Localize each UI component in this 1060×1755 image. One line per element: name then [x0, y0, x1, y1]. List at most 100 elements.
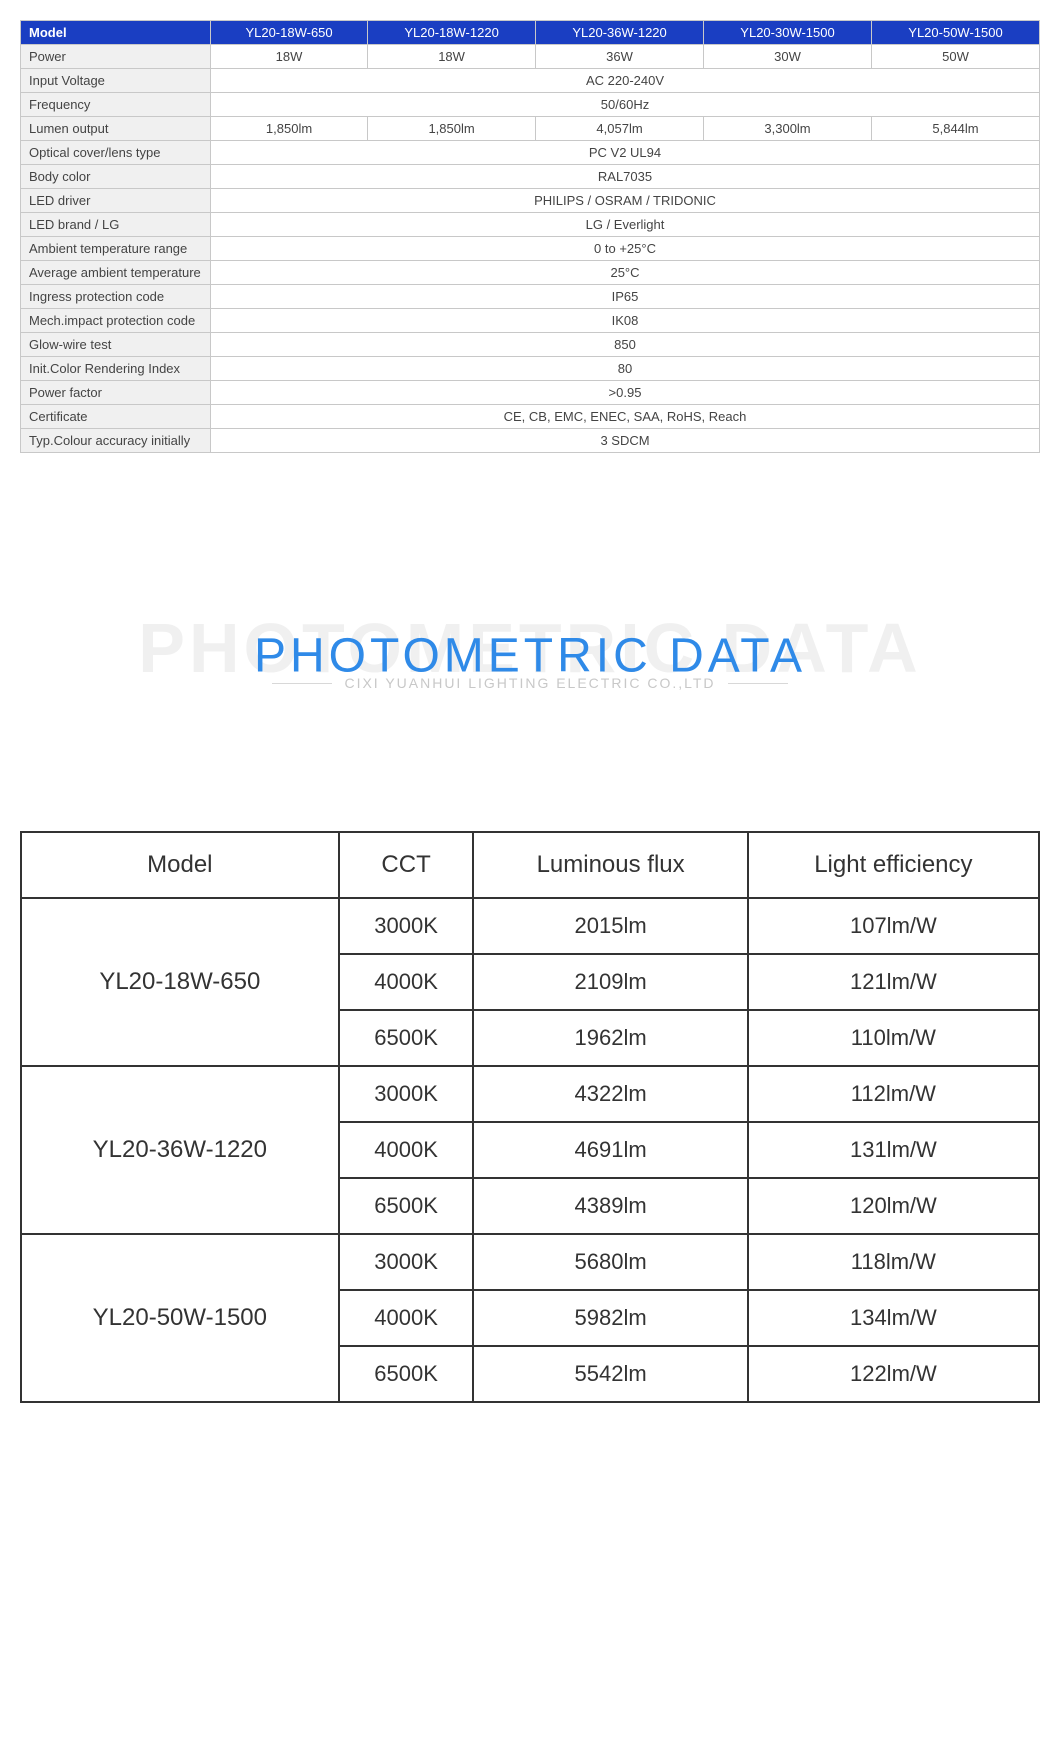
spec-header-model: YL20-18W-1220 [368, 21, 536, 45]
spec-row-value: 50W [872, 45, 1040, 69]
spec-row-value: IK08 [211, 309, 1040, 333]
spec-row-value: 0 to +25°C [211, 237, 1040, 261]
photo-flux-cell: 2015lm [473, 898, 747, 954]
spec-row: Body colorRAL7035 [21, 165, 1040, 189]
spec-row-value: PHILIPS / OSRAM / TRIDONIC [211, 189, 1040, 213]
photometric-table: Model CCT Luminous flux Light efficiency… [20, 831, 1040, 1403]
photo-flux-cell: 5680lm [473, 1234, 747, 1290]
spec-row: CertificateCE, CB, EMC, ENEC, SAA, RoHS,… [21, 405, 1040, 429]
spec-table: Model YL20-18W-650 YL20-18W-1220 YL20-36… [20, 20, 1040, 453]
spec-row: Optical cover/lens typePC V2 UL94 [21, 141, 1040, 165]
photo-row: YL20-50W-15003000K5680lm118lm/W [21, 1234, 1039, 1290]
spec-row-label: Body color [21, 165, 211, 189]
spec-row: Mech.impact protection codeIK08 [21, 309, 1040, 333]
spec-row-label: Mech.impact protection code [21, 309, 211, 333]
spec-row-label: Certificate [21, 405, 211, 429]
photo-eff-cell: 110lm/W [748, 1010, 1039, 1066]
spec-row-label: Glow-wire test [21, 333, 211, 357]
spec-row-value: 1,850lm [211, 117, 368, 141]
spec-row-label: Power [21, 45, 211, 69]
spec-row: Ambient temperature range0 to +25°C [21, 237, 1040, 261]
spec-row: Average ambient temperature25°C [21, 261, 1040, 285]
photo-eff-cell: 120lm/W [748, 1178, 1039, 1234]
spec-row-label: LED brand / LG [21, 213, 211, 237]
photo-cct-cell: 6500K [339, 1346, 474, 1402]
spec-row: Input VoltageAC 220-240V [21, 69, 1040, 93]
photo-flux-cell: 5542lm [473, 1346, 747, 1402]
spec-row-label: Power factor [21, 381, 211, 405]
spec-row-value: 4,057lm [536, 117, 704, 141]
spec-row-label: Ingress protection code [21, 285, 211, 309]
photo-eff-cell: 118lm/W [748, 1234, 1039, 1290]
photo-flux-cell: 2109lm [473, 954, 747, 1010]
photo-flux-cell: 5982lm [473, 1290, 747, 1346]
spec-row-label: Input Voltage [21, 69, 211, 93]
spec-row: Frequency50/60Hz [21, 93, 1040, 117]
photo-eff-cell: 122lm/W [748, 1346, 1039, 1402]
spec-row: LED driverPHILIPS / OSRAM / TRIDONIC [21, 189, 1040, 213]
spec-header-model: YL20-18W-650 [211, 21, 368, 45]
photo-model-cell: YL20-18W-650 [21, 898, 339, 1066]
photo-col-eff: Light efficiency [748, 832, 1039, 898]
spec-row: LED brand / LGLG / Everlight [21, 213, 1040, 237]
spec-row-label: LED driver [21, 189, 211, 213]
spec-row-value: LG / Everlight [211, 213, 1040, 237]
photo-header-row: Model CCT Luminous flux Light efficiency [21, 832, 1039, 898]
photo-cct-cell: 6500K [339, 1178, 474, 1234]
photo-model-cell: YL20-36W-1220 [21, 1066, 339, 1234]
photo-cct-cell: 4000K [339, 1122, 474, 1178]
spec-row-label: Typ.Colour accuracy initially [21, 429, 211, 453]
photo-eff-cell: 121lm/W [748, 954, 1039, 1010]
spec-header-model: YL20-30W-1500 [704, 21, 872, 45]
spec-row-label: Average ambient temperature [21, 261, 211, 285]
spec-header-model: YL20-36W-1220 [536, 21, 704, 45]
photo-flux-cell: 4691lm [473, 1122, 747, 1178]
photo-model-cell: YL20-50W-1500 [21, 1234, 339, 1402]
spec-row-value: 50/60Hz [211, 93, 1040, 117]
spec-row: Init.Color Rendering Index80 [21, 357, 1040, 381]
spec-row-value: 25°C [211, 261, 1040, 285]
photo-eff-cell: 134lm/W [748, 1290, 1039, 1346]
photo-cct-cell: 3000K [339, 1066, 474, 1122]
spec-row-label: Lumen output [21, 117, 211, 141]
photo-row: YL20-36W-12203000K4322lm112lm/W [21, 1066, 1039, 1122]
spec-row-value: RAL7035 [211, 165, 1040, 189]
spec-row: Ingress protection codeIP65 [21, 285, 1040, 309]
spec-row-value: 36W [536, 45, 704, 69]
photo-col-model: Model [21, 832, 339, 898]
photo-flux-cell: 1962lm [473, 1010, 747, 1066]
spec-row-value: 3 SDCM [211, 429, 1040, 453]
spec-row-label: Frequency [21, 93, 211, 117]
photo-eff-cell: 107lm/W [748, 898, 1039, 954]
spec-header-row: Model YL20-18W-650 YL20-18W-1220 YL20-36… [21, 21, 1040, 45]
spec-row: Power factor>0.95 [21, 381, 1040, 405]
spec-row: Glow-wire test850 [21, 333, 1040, 357]
spec-row-label: Init.Color Rendering Index [21, 357, 211, 381]
section-heading: PHOTOMETRIC DATA PHOTOMETRIC DATA CIXI Y… [20, 613, 1040, 691]
photo-eff-cell: 112lm/W [748, 1066, 1039, 1122]
photo-col-flux: Luminous flux [473, 832, 747, 898]
spec-row-value: 18W [211, 45, 368, 69]
spec-row-value: >0.95 [211, 381, 1040, 405]
spec-header-label: Model [21, 21, 211, 45]
spec-row-value: 80 [211, 357, 1040, 381]
photo-cct-cell: 3000K [339, 898, 474, 954]
spec-row-value: 30W [704, 45, 872, 69]
spec-row-value: 18W [368, 45, 536, 69]
photo-flux-cell: 4389lm [473, 1178, 747, 1234]
photo-cct-cell: 3000K [339, 1234, 474, 1290]
spec-row-value: CE, CB, EMC, ENEC, SAA, RoHS, Reach [211, 405, 1040, 429]
spec-row-value: 5,844lm [872, 117, 1040, 141]
spec-row-value: PC V2 UL94 [211, 141, 1040, 165]
spec-row: Lumen output1,850lm1,850lm4,057lm3,300lm… [21, 117, 1040, 141]
photo-flux-cell: 4322lm [473, 1066, 747, 1122]
spec-row-value: 3,300lm [704, 117, 872, 141]
spec-row-value: AC 220-240V [211, 69, 1040, 93]
spec-row-label: Ambient temperature range [21, 237, 211, 261]
photo-cct-cell: 4000K [339, 1290, 474, 1346]
photo-row: YL20-18W-6503000K2015lm107lm/W [21, 898, 1039, 954]
spec-header-model: YL20-50W-1500 [872, 21, 1040, 45]
spec-row-value: 1,850lm [368, 117, 536, 141]
spec-row: Power18W18W36W30W50W [21, 45, 1040, 69]
spec-row-value: 850 [211, 333, 1040, 357]
